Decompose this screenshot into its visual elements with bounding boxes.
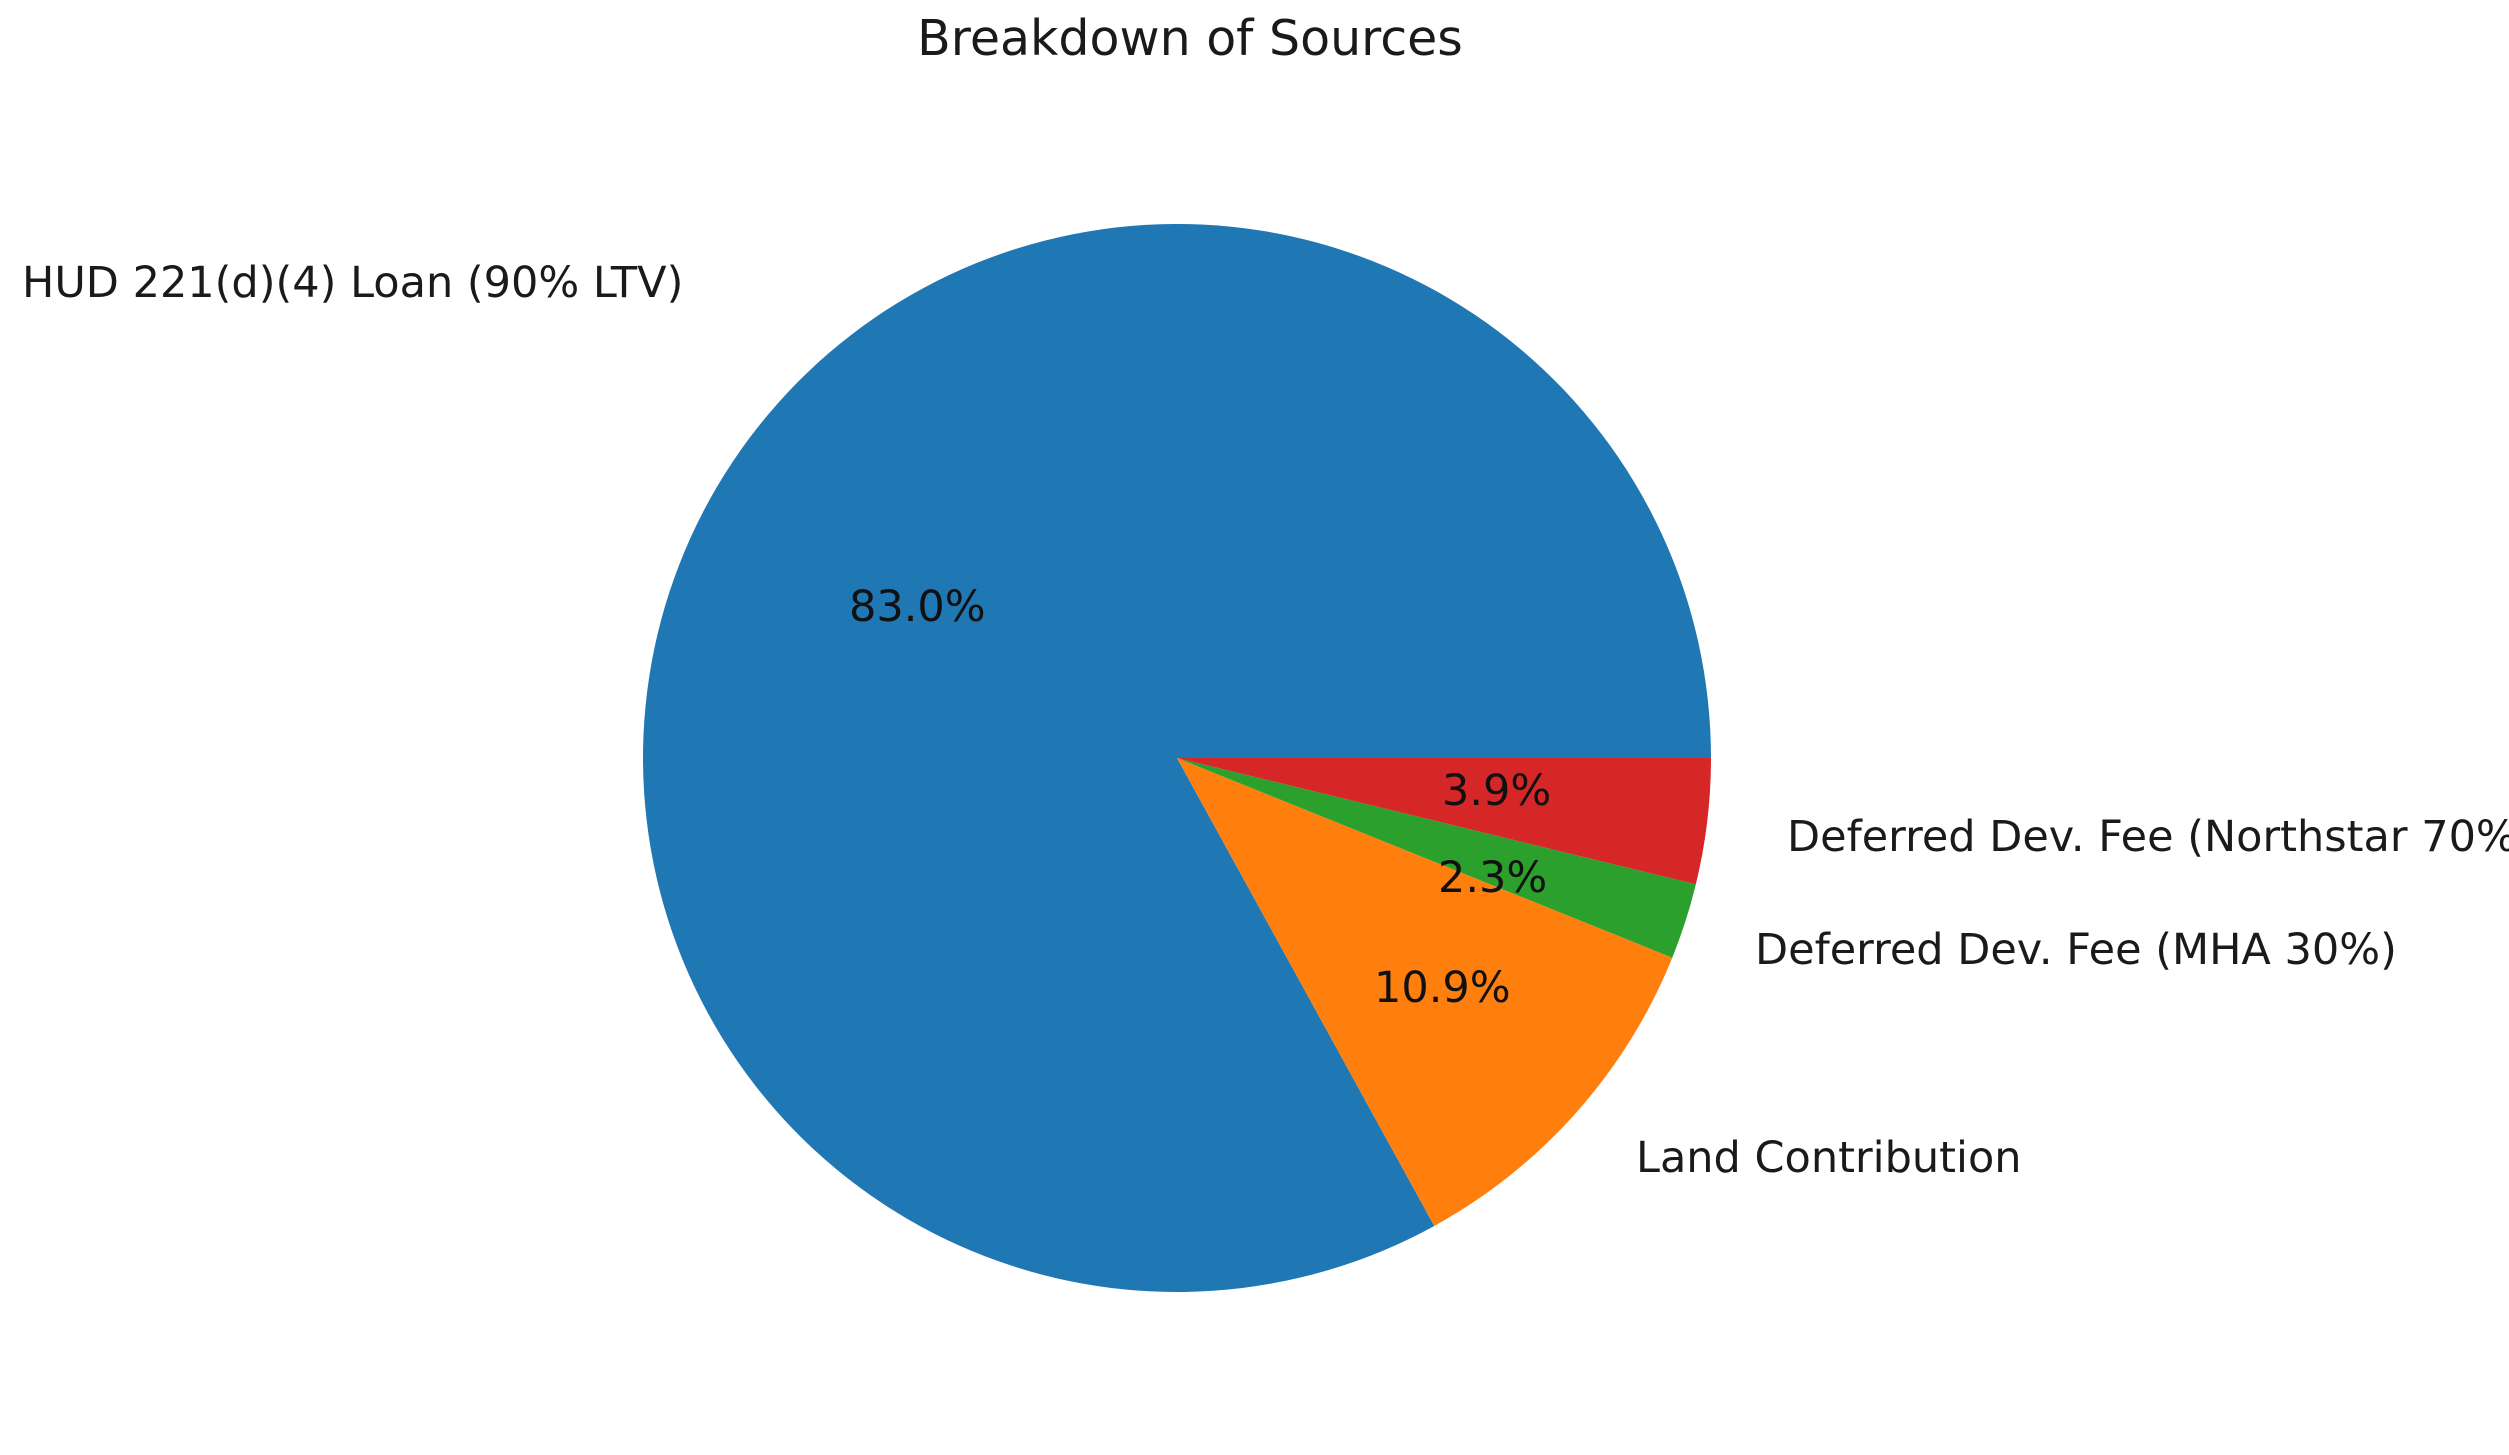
slice-percent-deferred-fee-mha: 2.3% [1438,853,1548,903]
pie-wedge[interactable] [1177,758,1673,1226]
pie-wedge[interactable] [1177,758,1696,958]
slice-percent-land-contribution: 10.9% [1374,963,1511,1013]
slice-percent-deferred-fee-northstar: 3.9% [1442,766,1552,816]
slice-label-land-contribution: Land Contribution [1636,1133,2022,1183]
slice-label-deferred-fee-northstar: Deferred Dev. Fee (Northstar 70%) [1787,812,2509,862]
pie-wedge[interactable] [1177,758,1711,885]
slice-label-hud-loan: HUD 221(d)(4) Loan (90% LTV) [22,258,684,308]
slice-percent-hud-loan: 83.0% [849,582,986,632]
slice-label-deferred-fee-mha: Deferred Dev. Fee (MHA 30%) [1755,925,2397,975]
chart-title: Breakdown of Sources [917,10,1463,67]
pie-wedge[interactable] [643,224,1712,1293]
